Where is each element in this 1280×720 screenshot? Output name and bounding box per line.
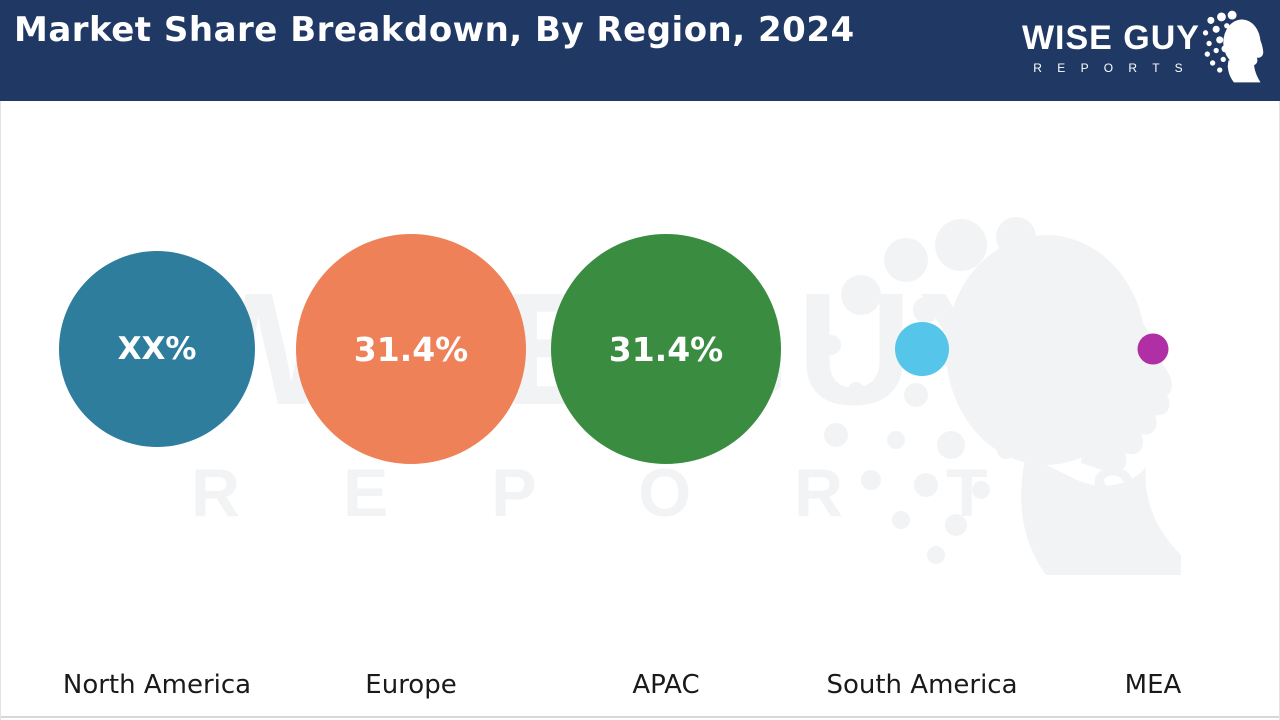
- category-label: North America: [62, 670, 252, 700]
- logo-text: WISE GUY R E P O R T S: [1022, 19, 1200, 74]
- category-label: Europe: [365, 670, 457, 700]
- bubble-circle: 31.4%: [296, 234, 526, 464]
- bubble-value-label: XX%: [117, 331, 197, 367]
- bubble-circle: [1137, 333, 1169, 365]
- category-label: South America: [826, 670, 1018, 700]
- logo-head-icon: [1202, 6, 1264, 88]
- bubble-circle: [895, 322, 949, 376]
- bubble-value-label: 31.4%: [353, 329, 469, 369]
- logo-subtitle: R E P O R T S: [1033, 60, 1189, 75]
- header-bar: Market Share Breakdown, By Region, 2024 …: [0, 0, 1280, 101]
- page-title: Market Share Breakdown, By Region, 2024: [14, 10, 855, 50]
- bubble-circle: XX%: [59, 251, 255, 447]
- bubble-circle: 31.4%: [551, 234, 781, 464]
- chart-area: WISE GUY R E P O R T S XX%: [0, 101, 1280, 720]
- category-label: APAC: [632, 670, 700, 700]
- watermark-subtitle: R E P O R T S: [191, 455, 1178, 531]
- category-label: MEA: [1124, 670, 1182, 700]
- logo-wordmark: WISE GUY: [1021, 19, 1200, 58]
- wise-guy-logo: WISE GUY R E P O R T S: [1022, 6, 1264, 88]
- bubble-value-label: 31.4%: [608, 329, 724, 369]
- bottom-divider: [1, 716, 1279, 718]
- watermark-head-icon: [801, 215, 1181, 579]
